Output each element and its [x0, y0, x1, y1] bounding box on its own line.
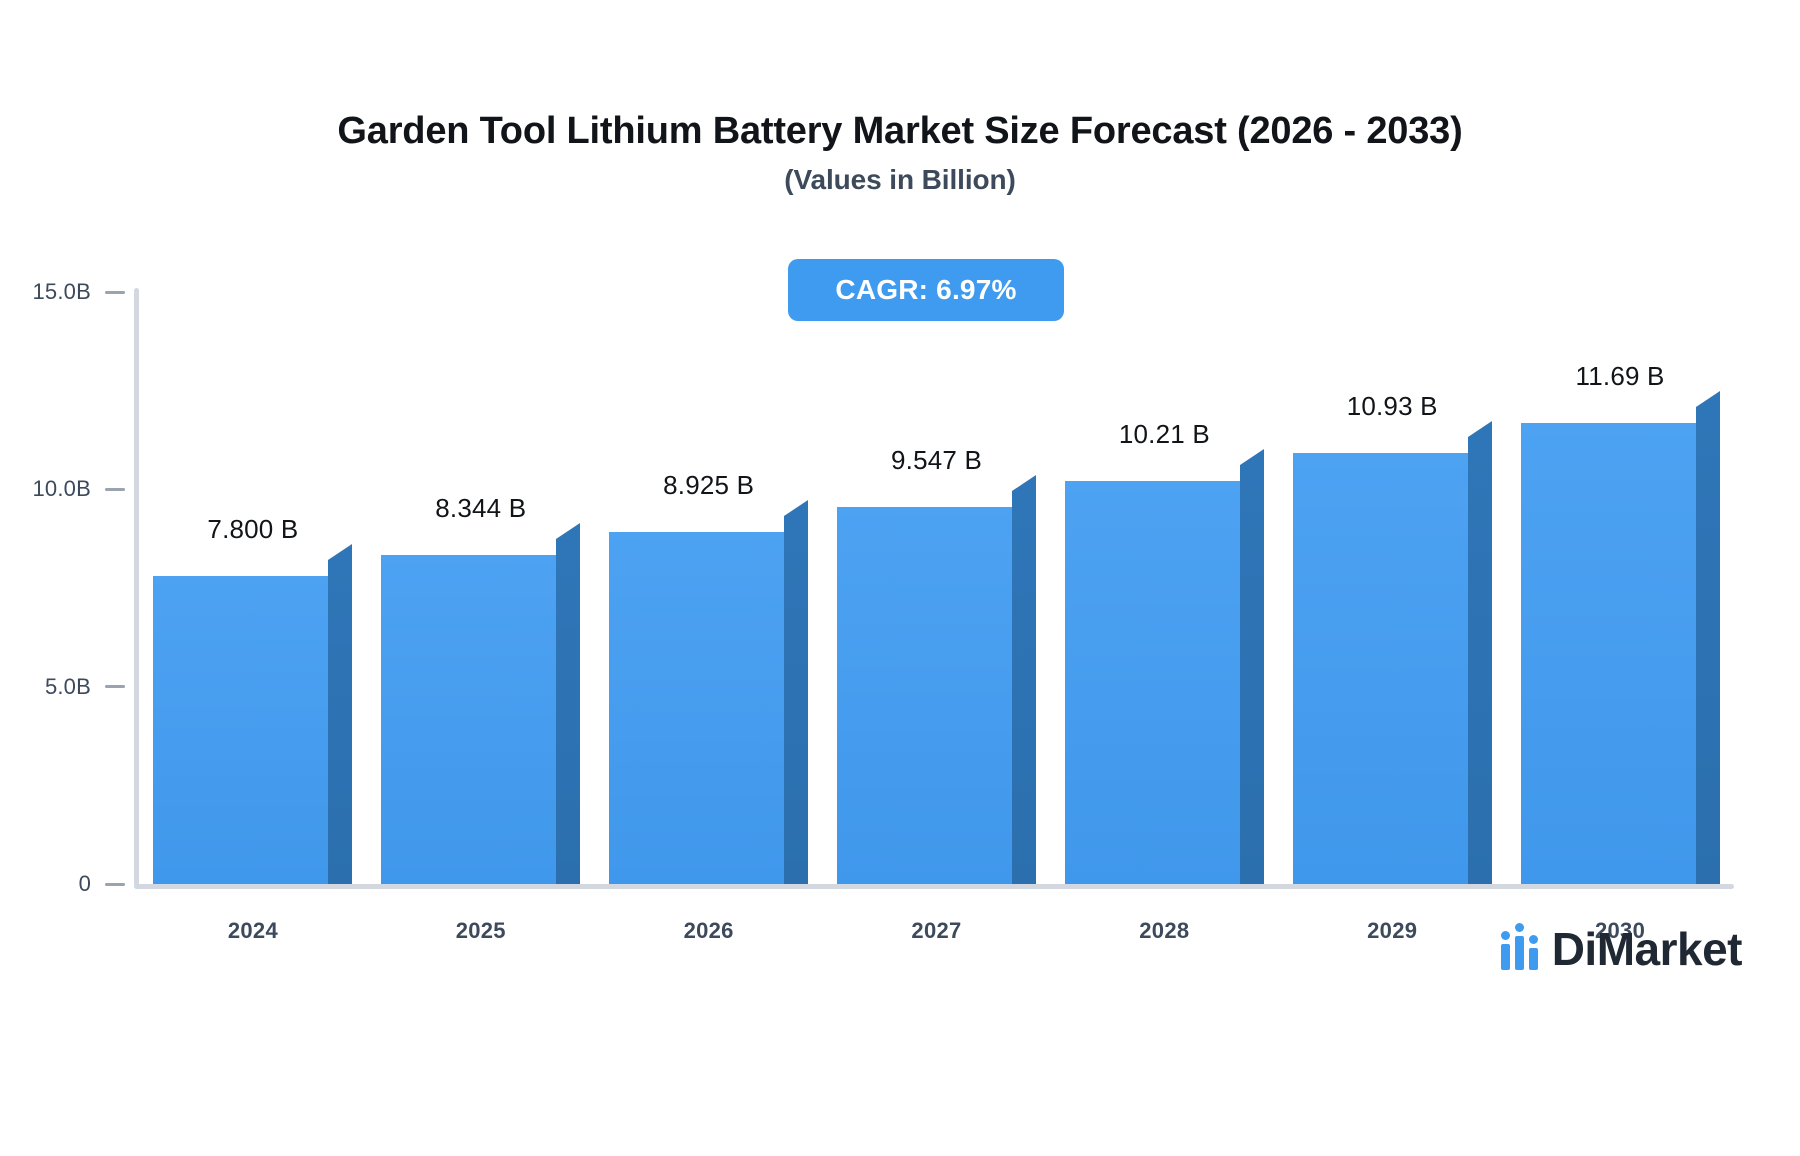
y-axis-tick: 10.0B	[0, 476, 134, 502]
cagr-badge-label: CAGR: 6.97%	[835, 274, 1017, 305]
bar-top-bevel	[328, 544, 353, 561]
x-axis-label: 2027	[911, 918, 962, 943]
y-axis-tick-label: 0	[78, 871, 91, 896]
bar-side-3d	[1467, 436, 1492, 884]
bar-top-bevel	[784, 499, 809, 516]
x-axis-label: 2026	[683, 918, 734, 943]
y-axis-tick-label: 10.0B	[32, 476, 91, 502]
bar-side-3d	[1239, 465, 1264, 884]
dimarket-logo: DiMarket	[1500, 922, 1743, 976]
bar[interactable]	[837, 0, 1036, 884]
bar-value-label: 10.21 B	[1118, 419, 1210, 450]
bar[interactable]	[153, 0, 353, 884]
bar-face	[1292, 452, 1468, 884]
bar-face	[381, 554, 557, 884]
bar-side-3d	[1695, 406, 1720, 884]
y-axis-tick-mark	[105, 685, 125, 689]
bar[interactable]	[1520, 0, 1720, 884]
chart-subtitle: (Values in Billion)	[784, 164, 1016, 195]
y-axis-tick: 0	[0, 871, 134, 896]
bar-value-label: 10.93 B	[1346, 390, 1438, 421]
cagr-badge: CAGR: 6.97%	[788, 259, 1064, 321]
x-axis-label: 2030	[1594, 918, 1646, 943]
logo-text: DiMarket	[1551, 923, 1743, 975]
x-axis-label: 2029	[1367, 918, 1418, 943]
bar-side-3d	[328, 560, 353, 884]
page-title: Garden Tool Lithium Battery Market Size …	[337, 110, 1463, 152]
y-axis-tick-mark	[105, 290, 125, 294]
bar-top-bevel	[1239, 449, 1264, 466]
x-axis-label: 2025	[455, 918, 506, 943]
bar[interactable]	[381, 0, 581, 884]
bar-value-label: 8.344 B	[435, 492, 527, 523]
y-axis-line	[134, 288, 139, 886]
y-axis-tick: 15.0B	[0, 279, 134, 304]
bar[interactable]	[1064, 0, 1264, 884]
bar-face	[1520, 422, 1696, 884]
y-axis-tick: 5.0B	[0, 673, 134, 699]
bar-top-bevel	[556, 522, 581, 539]
bar[interactable]	[609, 0, 809, 884]
x-axis-line	[134, 884, 1734, 889]
y-axis-tick-mark	[105, 882, 125, 886]
bar-side-3d	[784, 515, 809, 884]
y-axis-tick-label: 5.0B	[44, 673, 91, 699]
bar-top-bevel	[1012, 475, 1036, 492]
bar-top-bevel	[1467, 420, 1492, 437]
y-axis-tick-mark	[105, 487, 125, 491]
bar-chart-icon	[1500, 923, 1538, 970]
bar-value-label: 7.800 B	[207, 514, 299, 545]
bar-side-3d	[1012, 491, 1036, 884]
y-axis-tick-label: 15.0B	[32, 279, 91, 304]
bar-value-label: 9.547 B	[890, 445, 983, 476]
bar-face	[1064, 481, 1240, 884]
bar-value-label: 8.925 B	[663, 469, 755, 500]
bar-face	[609, 531, 785, 884]
x-axis-label: 2024	[227, 918, 278, 943]
bar-face	[837, 507, 1012, 884]
bar[interactable]	[1292, 0, 1492, 884]
bar-value-label: 11.69 B	[1575, 360, 1665, 391]
bar-top-bevel	[1695, 390, 1720, 407]
bar-face	[153, 576, 329, 884]
bar-side-3d	[556, 538, 581, 884]
x-axis-label: 2028	[1139, 918, 1190, 943]
